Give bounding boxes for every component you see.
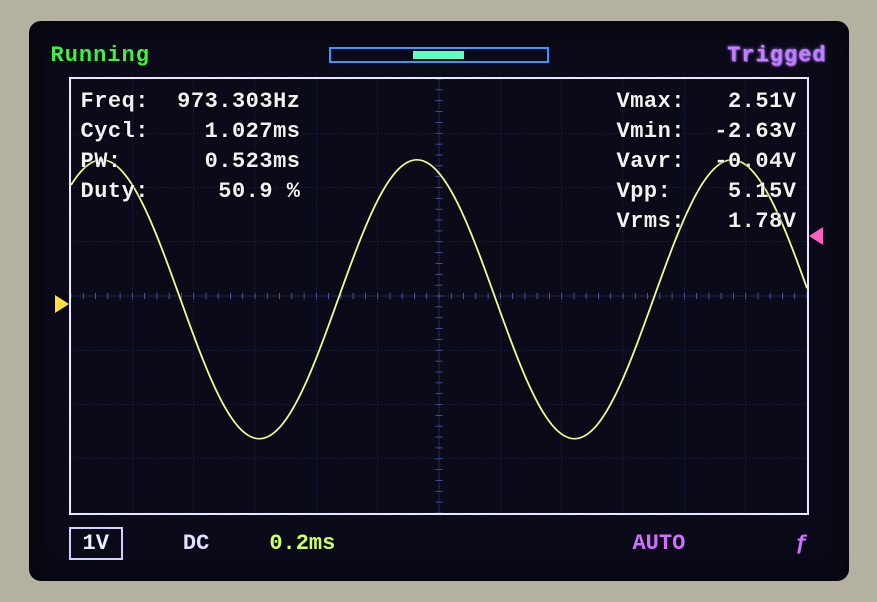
measurement-row: Vpp:5.15V [617, 177, 797, 207]
measurement-value: 5.15V [687, 177, 797, 207]
volts-per-div[interactable]: 1V [69, 527, 123, 560]
footer-bar: 1V DC 0.2ms AUTO ƒ [69, 523, 809, 563]
trigger-status: Trigged [727, 43, 826, 68]
measurement-label: Vmin: [617, 117, 687, 147]
measurement-label: Vpp: [617, 177, 687, 207]
trigger-level-marker-icon [809, 227, 823, 245]
measurement-row: Vmin:-2.63V [617, 117, 797, 147]
measurement-value: 0.523ms [151, 147, 301, 177]
measurement-label: Cycl: [81, 117, 151, 147]
trigger-mode[interactable]: AUTO [632, 531, 685, 556]
time-per-div[interactable]: 0.2ms [269, 531, 335, 556]
measurement-value: -2.63V [687, 117, 797, 147]
measurement-row: Duty:50.9 % [81, 177, 301, 207]
waveform-plot: Freq:973.303HzCycl:1.027msPW:0.523msDuty… [69, 77, 809, 515]
overview-minibar [329, 47, 549, 63]
oscilloscope-screen-bezel: Running Trigged Freq:973.303HzCycl:1.027… [29, 21, 849, 581]
measurement-row: Vavr:-0.04V [617, 147, 797, 177]
measurements-right: Vmax:2.51VVmin:-2.63VVavr:-0.04VVpp:5.15… [617, 87, 797, 237]
measurement-row: Cycl:1.027ms [81, 117, 301, 147]
measurement-row: Freq:973.303Hz [81, 87, 301, 117]
measurement-value: 1.78V [687, 207, 797, 237]
oscilloscope-screen: Running Trigged Freq:973.303HzCycl:1.027… [51, 39, 827, 563]
measurement-value: 973.303Hz [151, 87, 301, 117]
measurement-label: Vrms: [617, 207, 687, 237]
measurement-value: 2.51V [687, 87, 797, 117]
measurement-value: 50.9 % [151, 177, 301, 207]
overview-window-segment [413, 51, 465, 59]
measurement-label: PW: [81, 147, 151, 177]
measurement-row: PW:0.523ms [81, 147, 301, 177]
coupling-mode[interactable]: DC [183, 531, 209, 556]
measurement-value: 1.027ms [151, 117, 301, 147]
run-status: Running [51, 43, 150, 68]
measurements-left: Freq:973.303HzCycl:1.027msPW:0.523msDuty… [81, 87, 301, 207]
measurement-row: Vmax:2.51V [617, 87, 797, 117]
measurement-value: -0.04V [687, 147, 797, 177]
measurement-label: Vmax: [617, 87, 687, 117]
measurement-label: Freq: [81, 87, 151, 117]
header-bar: Running Trigged [51, 39, 827, 71]
measurement-label: Duty: [81, 177, 151, 207]
measurement-label: Vavr: [617, 147, 687, 177]
measurement-row: Vrms:1.78V [617, 207, 797, 237]
ground-marker-icon [55, 295, 69, 313]
trigger-edge-icon[interactable]: ƒ [795, 531, 808, 556]
